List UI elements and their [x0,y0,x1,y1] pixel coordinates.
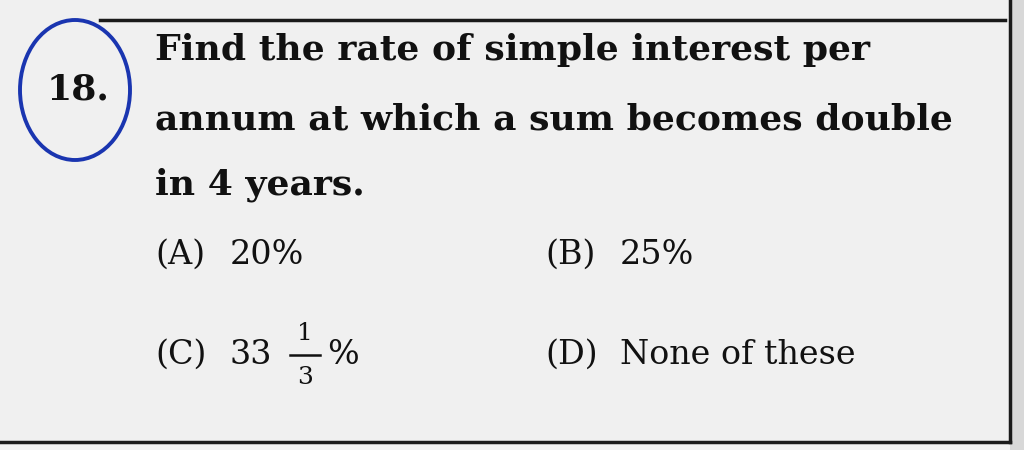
Text: (A): (A) [155,239,205,271]
Text: (D): (D) [545,339,598,371]
Text: 20%: 20% [230,239,304,271]
Text: None of these: None of these [620,339,856,371]
Text: annum at which a sum becomes double: annum at which a sum becomes double [155,103,953,137]
Text: 33: 33 [230,339,272,371]
Text: %: % [327,339,358,371]
Text: 25%: 25% [620,239,694,271]
Text: 18.: 18. [46,73,110,107]
Text: Find the rate of simple interest per: Find the rate of simple interest per [155,33,870,67]
Text: 1: 1 [297,321,313,345]
Text: in 4 years.: in 4 years. [155,168,365,202]
Text: (B): (B) [545,239,595,271]
Text: 3: 3 [297,365,313,388]
Text: (C): (C) [155,339,207,371]
